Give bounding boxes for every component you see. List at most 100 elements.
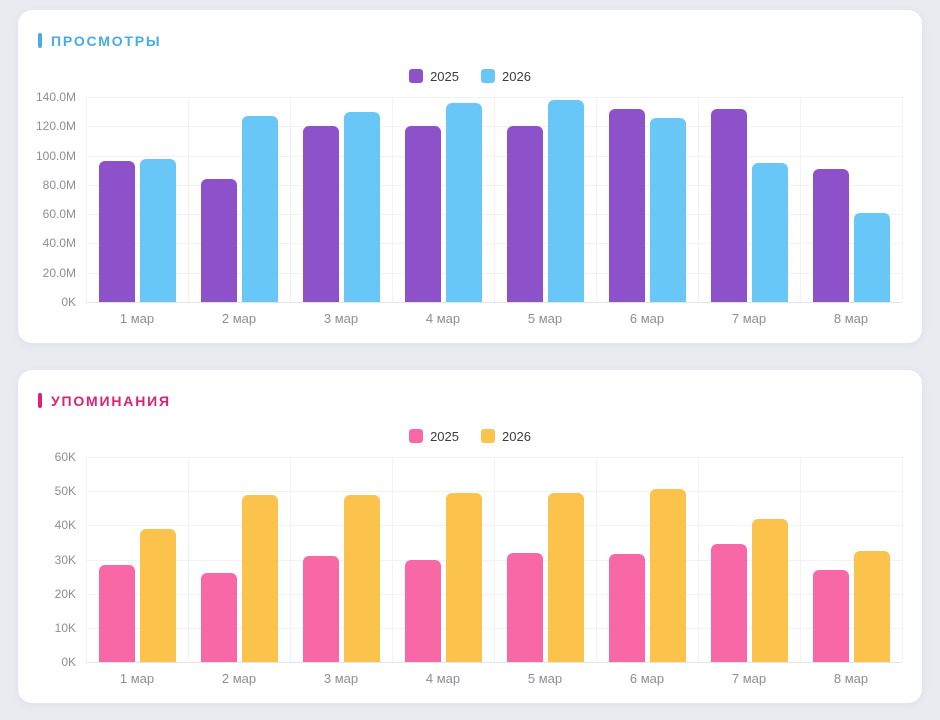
bar-group-6-мар xyxy=(596,97,698,302)
bar-group-3-мар xyxy=(290,457,392,662)
bar-2025-8-мар[interactable] xyxy=(812,569,849,662)
bar-2026-8-мар[interactable] xyxy=(853,550,890,662)
bar-2025-6-мар[interactable] xyxy=(608,108,645,302)
bar-2026-4-мар[interactable] xyxy=(445,492,482,662)
bar-group-1-мар xyxy=(86,97,188,302)
bar-2026-8-мар[interactable] xyxy=(853,213,890,302)
bar-group-2-мар xyxy=(188,457,290,662)
bar-group-2-мар xyxy=(188,97,290,302)
y-tick-label: 0K xyxy=(61,295,76,309)
bar-2025-5-мар[interactable] xyxy=(506,552,543,662)
y-tick-label: 20.0M xyxy=(42,265,76,280)
v-gridline xyxy=(800,457,801,662)
bar-2026-4-мар[interactable] xyxy=(445,102,482,302)
x-tick-label: 4 мар xyxy=(425,671,461,686)
bar-2025-7-мар[interactable] xyxy=(710,544,747,662)
v-gridline xyxy=(494,97,495,302)
v-gridline xyxy=(290,97,291,302)
legend-label: 2026 xyxy=(502,68,531,84)
views-chart-legend: 2025 2026 xyxy=(38,68,902,84)
bar-2026-7-мар[interactable] xyxy=(751,162,788,302)
v-gridline xyxy=(596,97,597,302)
bar-2026-6-мар[interactable] xyxy=(649,489,686,662)
bar-2025-1-мар[interactable] xyxy=(98,161,135,302)
bar-2025-3-мар[interactable] xyxy=(302,556,339,662)
legend-swatch xyxy=(409,69,424,83)
bar-2025-3-мар[interactable] xyxy=(302,126,339,302)
bar-2026-3-мар[interactable] xyxy=(343,494,380,662)
v-gridline xyxy=(392,457,393,662)
legend-item-2025[interactable]: 2025 xyxy=(409,69,459,84)
bar-2026-6-мар[interactable] xyxy=(649,117,686,302)
bar-2026-5-мар[interactable] xyxy=(547,492,584,662)
legend-item-2026[interactable]: 2026 xyxy=(481,429,531,444)
bar-2026-1-мар[interactable] xyxy=(139,528,176,662)
bar-group-5-мар xyxy=(494,97,596,302)
legend-item-2025[interactable]: 2025 xyxy=(409,429,459,444)
y-tick-label: 0K xyxy=(61,655,76,669)
y-tick-label: 40.0M xyxy=(42,236,76,251)
bar-2026-7-мар[interactable] xyxy=(751,518,788,662)
bar-2025-2-мар[interactable] xyxy=(200,179,237,302)
bar-group-7-мар xyxy=(698,457,800,662)
bar-group-4-мар xyxy=(392,457,494,662)
y-tick-label: 40K xyxy=(54,518,76,533)
bar-group-8-мар xyxy=(800,97,902,302)
bar-2025-2-мар[interactable] xyxy=(200,573,237,662)
legend-swatch xyxy=(409,429,424,443)
bar-group-5-мар xyxy=(494,457,596,662)
bar-2026-2-мар[interactable] xyxy=(241,494,278,662)
y-tick-label: 20K xyxy=(54,586,76,601)
x-tick-label: 3 мар xyxy=(323,311,359,326)
v-gridline xyxy=(902,97,903,302)
v-gridline xyxy=(902,457,903,662)
v-gridline xyxy=(698,97,699,302)
bar-group-8-мар xyxy=(800,457,902,662)
v-gridline xyxy=(800,97,801,302)
bar-2026-2-мар[interactable] xyxy=(241,116,278,302)
bar-2025-1-мар[interactable] xyxy=(98,564,135,662)
bar-groups xyxy=(86,97,902,302)
v-gridline xyxy=(698,457,699,662)
bar-2026-1-мар[interactable] xyxy=(139,158,176,302)
bar-2025-8-мар[interactable] xyxy=(812,168,849,302)
v-gridline xyxy=(494,457,495,662)
y-tick-label: 100.0M xyxy=(35,148,76,163)
bar-2026-5-мар[interactable] xyxy=(547,99,584,302)
v-gridline xyxy=(290,457,291,662)
mentions-card-header: УПОМИНАНИЯ xyxy=(38,392,902,409)
bar-2025-5-мар[interactable] xyxy=(506,126,543,302)
legend-item-2026[interactable]: 2026 xyxy=(481,69,531,84)
x-tick-label: 4 мар xyxy=(425,311,461,326)
views-chart-title: ПРОСМОТРЫ xyxy=(51,32,162,49)
legend-label: 2025 xyxy=(430,428,459,444)
mentions-chart-title: УПОМИНАНИЯ xyxy=(51,392,171,409)
mentions-chart-card: УПОМИНАНИЯ 2025 2026 60K 50K 40K 30K 20K 10K 0K… xyxy=(18,370,922,703)
bar-2026-3-мар[interactable] xyxy=(343,111,380,302)
bar-group-7-мар xyxy=(698,97,800,302)
x-tick-label: 2 мар xyxy=(221,671,257,686)
y-tick-label: 10K xyxy=(54,620,76,635)
y-tick-label: 120.0M xyxy=(35,119,76,134)
legend-label: 2025 xyxy=(430,68,459,84)
mentions-plot-area xyxy=(86,457,903,663)
bar-2025-7-мар[interactable] xyxy=(710,108,747,302)
views-y-axis: 140.0M 120.0M 100.0M 80.0M 60.0M 40.0M 20.0M 0K xyxy=(35,90,86,309)
x-tick-label: 7 мар xyxy=(731,671,767,686)
bar-2025-6-мар[interactable] xyxy=(608,554,645,662)
mentions-chart-legend: 2025 2026 xyxy=(38,428,902,444)
bar-2025-4-мар[interactable] xyxy=(404,559,441,662)
bar-2025-4-мар[interactable] xyxy=(404,126,441,302)
mentions-chart-body: 60K 50K 40K 30K 20K 10K 0K xyxy=(38,450,903,669)
v-gridline xyxy=(392,97,393,302)
v-gridline xyxy=(188,457,189,662)
mentions-y-axis: 60K 50K 40K 30K 20K 10K 0K xyxy=(38,450,86,669)
y-tick-label: 80.0M xyxy=(42,177,76,192)
x-tick-label: 5 мар xyxy=(527,671,563,686)
bar-groups xyxy=(86,457,902,662)
x-tick-label: 2 мар xyxy=(221,311,257,326)
x-tick-label: 1 мар xyxy=(119,311,155,326)
x-tick-label: 6 мар xyxy=(629,311,665,326)
y-tick-label: 140.0M xyxy=(35,90,76,104)
